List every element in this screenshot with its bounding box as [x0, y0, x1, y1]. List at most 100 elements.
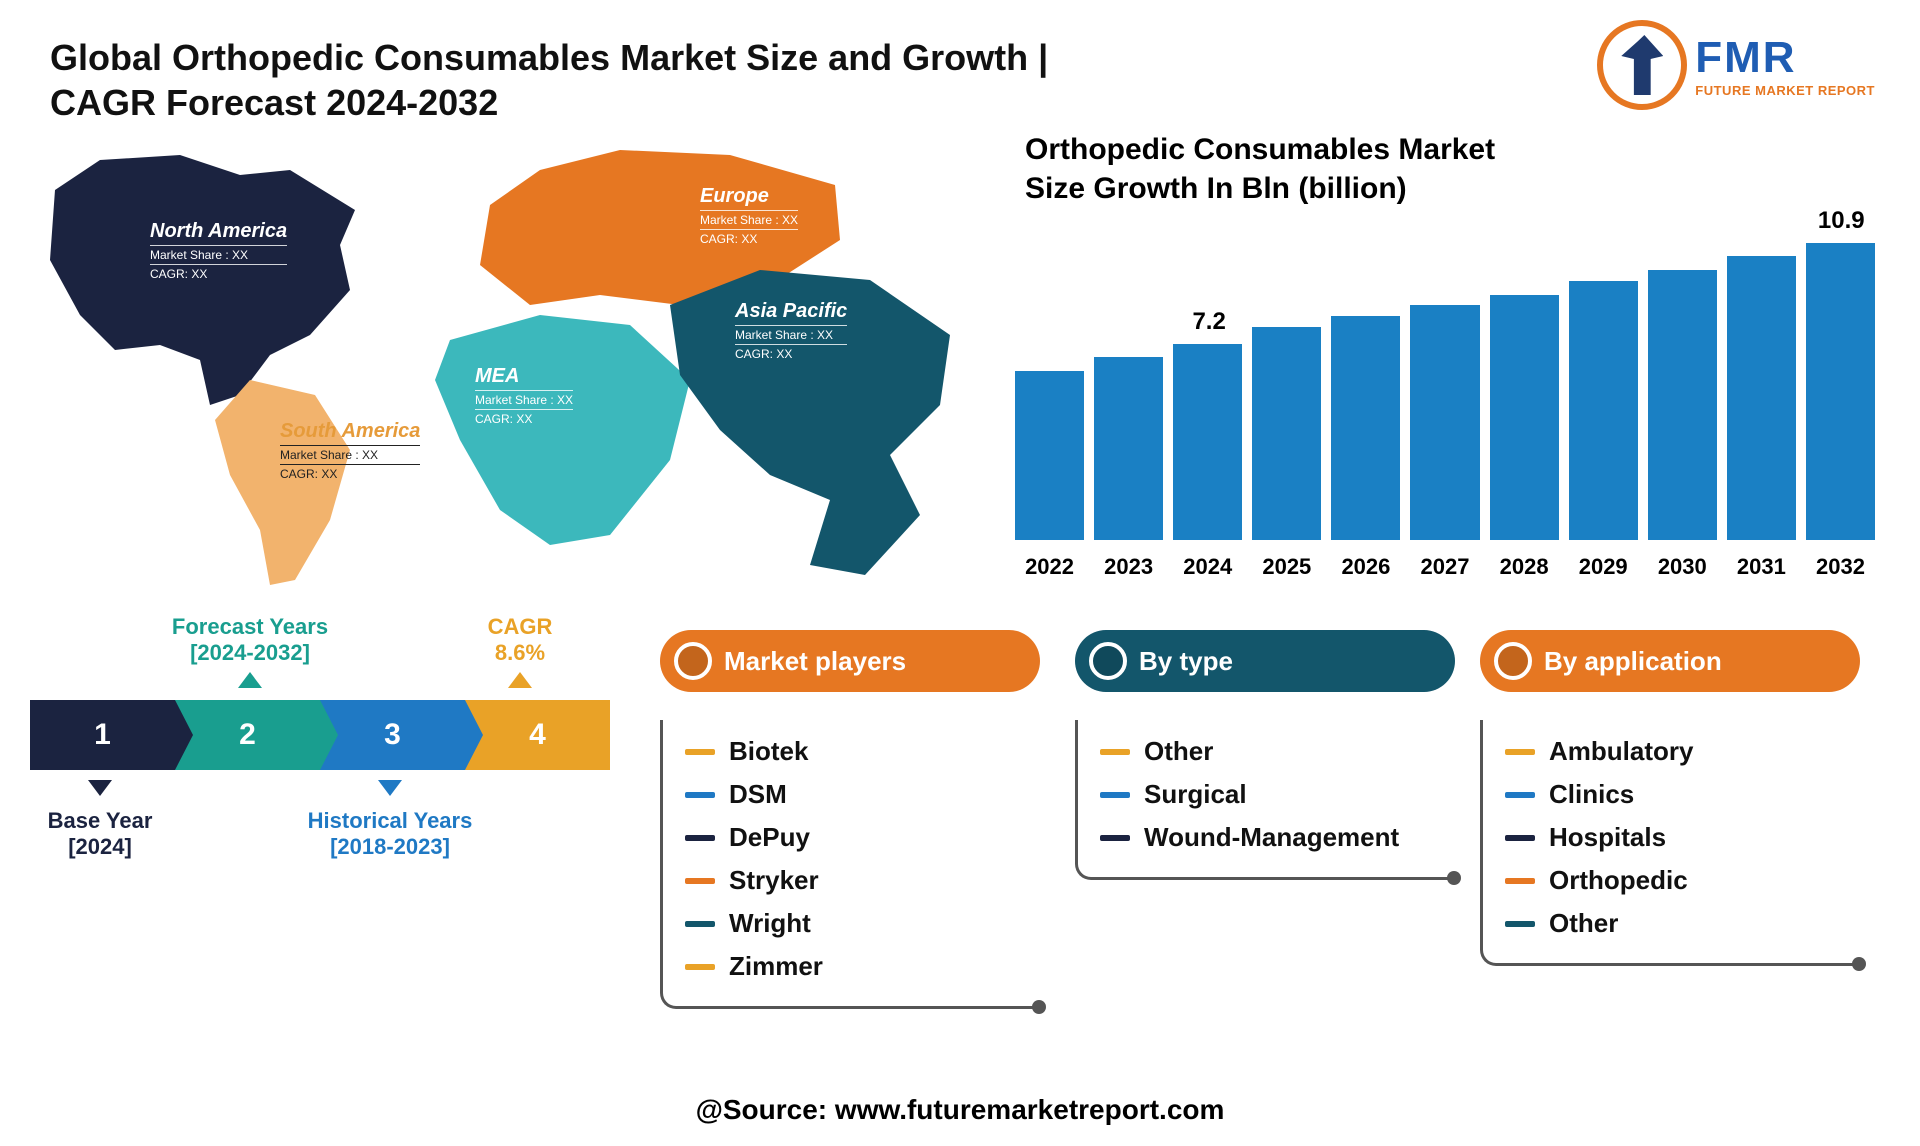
- bar: [1648, 270, 1717, 540]
- timeline-forecast-sub: [2024-2032]: [190, 640, 310, 665]
- timeline-cap-cagr: CAGR 8.6%: [450, 614, 590, 694]
- region-mea-name: MEA: [475, 365, 573, 388]
- timeline-cagr-title: CAGR: [488, 614, 553, 639]
- category-item: Wound-Management: [1100, 816, 1455, 859]
- fmr-logo-sub: FUTURE MARKET REPORT: [1695, 83, 1875, 98]
- bar: [1806, 243, 1875, 540]
- region-asia-pacific-share: Market Share : XX: [735, 325, 847, 342]
- bar-wrap: [1252, 327, 1321, 540]
- category-item-label: Orthopedic: [1549, 865, 1688, 896]
- region-asia-pacific-name: Asia Pacific: [735, 300, 847, 323]
- bar: [1094, 357, 1163, 540]
- dash-icon: [1505, 792, 1535, 798]
- bar: [1331, 316, 1400, 540]
- category-list: Other Surgical Wound-Management: [1075, 720, 1455, 880]
- timeline-box-2: 2: [175, 700, 320, 770]
- triangle-up-icon: [508, 672, 532, 688]
- bar-value-label: 10.9: [1818, 207, 1865, 235]
- bar: [1173, 344, 1242, 540]
- category-item: DSM: [685, 773, 1040, 816]
- region-south-america-name: South America: [280, 420, 420, 443]
- dash-icon: [685, 878, 715, 884]
- bar: [1410, 305, 1479, 540]
- category-item: Wright: [685, 902, 1040, 945]
- fmr-logo: FMR FUTURE MARKET REPORT: [1597, 20, 1875, 110]
- category-item: Orthopedic: [1505, 859, 1860, 902]
- timeline-base-sub: [2024]: [68, 834, 132, 859]
- x-tick: 2032: [1806, 554, 1875, 580]
- bar-wrap: [1490, 295, 1559, 540]
- study-timeline: Forecast Years [2024-2032] CAGR 8.6% 1 2…: [30, 700, 610, 770]
- region-north-america-cagr: CAGR: XX: [150, 264, 287, 281]
- category-header: By application: [1480, 630, 1860, 692]
- bar-wrap: [1331, 316, 1400, 540]
- category-item: Zimmer: [685, 945, 1040, 988]
- region-mea-share: Market Share : XX: [475, 390, 573, 407]
- region-europe-name: Europe: [700, 185, 798, 208]
- bar: [1490, 295, 1559, 540]
- category-item-label: Hospitals: [1549, 822, 1666, 853]
- region-mea-cagr: CAGR: XX: [475, 409, 573, 426]
- category-header: By type: [1075, 630, 1455, 692]
- region-asia-pacific-cagr: CAGR: XX: [735, 344, 847, 361]
- category-item: Hospitals: [1505, 816, 1860, 859]
- bar-wrap: [1094, 357, 1163, 540]
- timeline-cap-historical: Historical Years [2018-2023]: [280, 780, 500, 860]
- category-item: Biotek: [685, 730, 1040, 773]
- dash-icon: [685, 835, 715, 841]
- category-item: Other: [1100, 730, 1455, 773]
- timeline-box-4: 4: [465, 700, 610, 770]
- category-item-label: DSM: [729, 779, 787, 810]
- dash-icon: [685, 921, 715, 927]
- region-south-america-shape: [215, 380, 350, 585]
- category-item-label: Zimmer: [729, 951, 823, 982]
- timeline-cap-forecast: Forecast Years [2024-2032]: [150, 614, 350, 694]
- timeline-strip: 1 2 3 4: [30, 700, 610, 770]
- dash-icon: [1100, 749, 1130, 755]
- dash-icon: [685, 792, 715, 798]
- bar: [1727, 256, 1796, 540]
- category-item: Stryker: [685, 859, 1040, 902]
- x-tick: 2025: [1252, 554, 1321, 580]
- page-title: Global Orthopedic Consumables Market Siz…: [50, 35, 1050, 125]
- x-tick: 2029: [1569, 554, 1638, 580]
- x-tick: 2027: [1410, 554, 1479, 580]
- bar-wrap: [1173, 344, 1242, 540]
- category-item: Ambulatory: [1505, 730, 1860, 773]
- category-item-label: Other: [1144, 736, 1213, 767]
- category-item-label: Ambulatory: [1549, 736, 1693, 767]
- x-tick: 2028: [1490, 554, 1559, 580]
- region-mea-shape: [435, 315, 690, 545]
- region-south-america-share: Market Share : XX: [280, 445, 420, 462]
- triangle-down-icon: [378, 780, 402, 796]
- region-europe-cagr: CAGR: XX: [700, 229, 798, 246]
- category-item-label: DePuy: [729, 822, 810, 853]
- bar-wrap: [1015, 371, 1084, 540]
- region-north-america: North America Market Share : XX CAGR: XX: [40, 150, 370, 410]
- dash-icon: [1505, 835, 1535, 841]
- triangle-up-icon: [238, 672, 262, 688]
- dash-icon: [1100, 835, 1130, 841]
- bar-wrap: [1806, 243, 1875, 540]
- category-header: Market players: [660, 630, 1040, 692]
- region-south-america-cagr: CAGR: XX: [280, 464, 420, 481]
- x-tick: 2026: [1331, 554, 1400, 580]
- timeline-historical-sub: [2018-2023]: [330, 834, 450, 859]
- chart-bars: [1015, 230, 1875, 540]
- chart-title: Orthopedic Consumables Market Size Growt…: [1025, 130, 1505, 208]
- category-item-label: Stryker: [729, 865, 819, 896]
- bar-wrap: [1648, 270, 1717, 540]
- category-item-label: Wright: [729, 908, 811, 939]
- bar: [1015, 371, 1084, 540]
- x-tick: 2031: [1727, 554, 1796, 580]
- category-item-label: Surgical: [1144, 779, 1247, 810]
- bar: [1569, 281, 1638, 540]
- category-item: Other: [1505, 902, 1860, 945]
- fmr-logo-abbr: FMR: [1695, 33, 1875, 83]
- bar-wrap: [1569, 281, 1638, 540]
- dash-icon: [1505, 749, 1535, 755]
- bar-wrap: [1727, 256, 1796, 540]
- category-item-label: Clinics: [1549, 779, 1634, 810]
- region-north-america-share: Market Share : XX: [150, 245, 287, 262]
- chart-x-axis: 2022202320242025202620272028202920302031…: [1015, 554, 1875, 580]
